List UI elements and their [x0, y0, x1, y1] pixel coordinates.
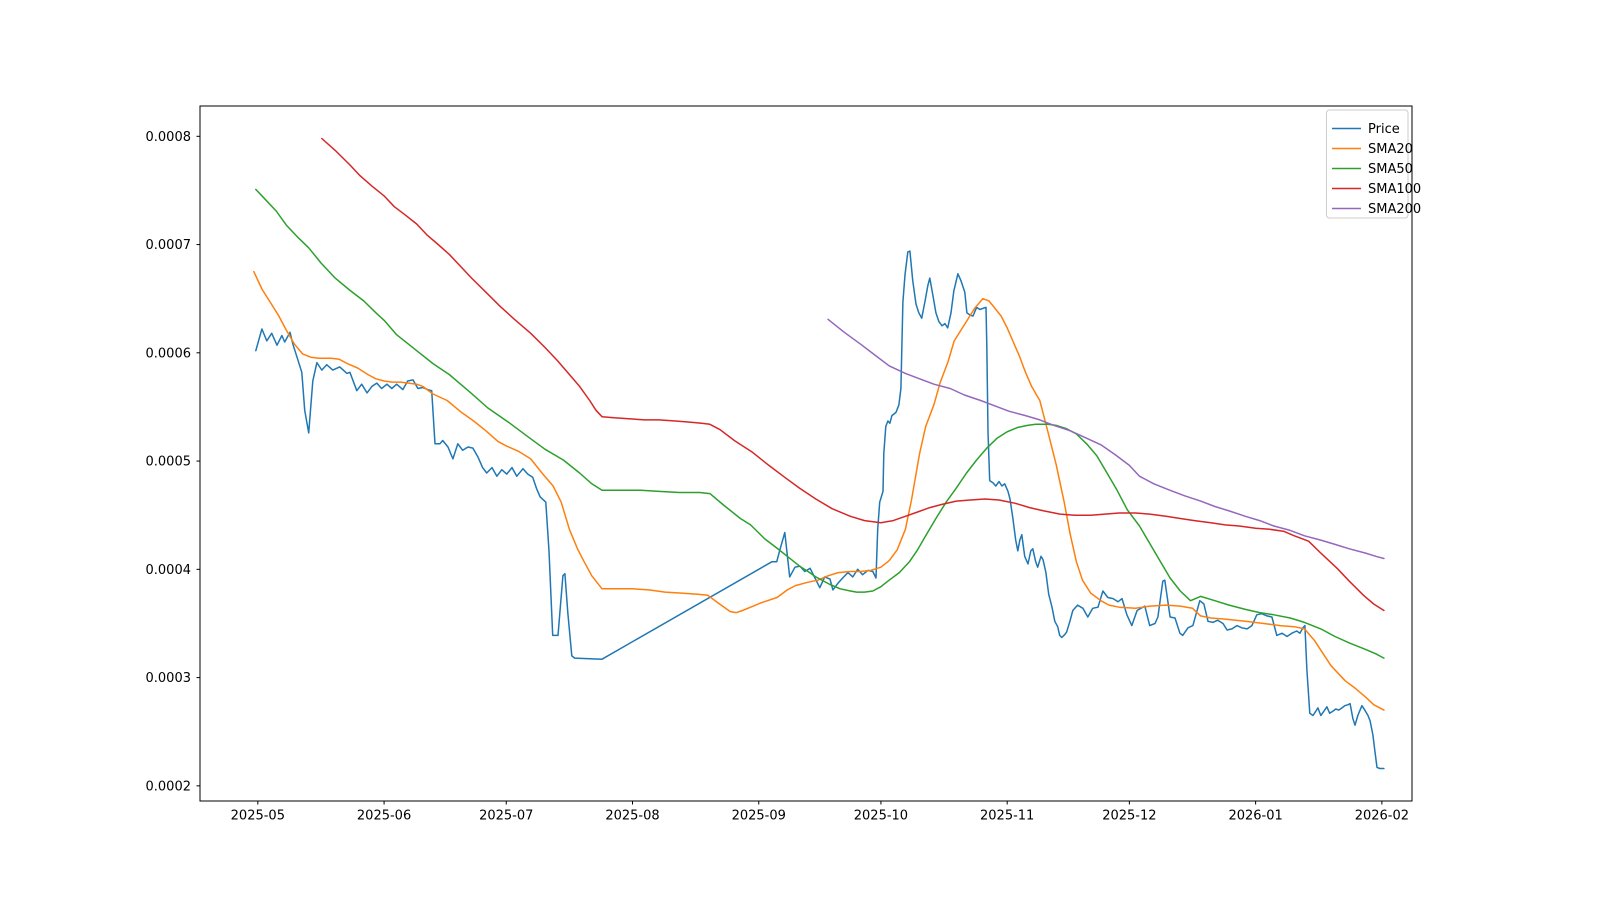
x-tick-label-2025-12: 2025-12 [1102, 809, 1156, 824]
legend: Price SMA20 SMA50 SMA100 SMA200 [1326, 109, 1421, 219]
y-tick-label-0.0003: 0.0003 [146, 671, 192, 686]
x-tick-label-2025-05: 2025-05 [231, 809, 285, 824]
legend-item-sma20: SMA20 [1332, 142, 1413, 157]
x-tick-label-2026-02: 2026-02 [1355, 809, 1409, 824]
legend-item-price: Price [1332, 122, 1400, 137]
y-tick-label-0.0005: 0.0005 [146, 455, 192, 470]
y-tick-label-0.0002: 0.0002 [146, 779, 192, 794]
x-axis: 2025-05 2025-06 2025-07 2025-08 2025-09 2025-… [231, 801, 1409, 824]
x-tick-label-2025-06: 2025-06 [357, 809, 411, 824]
y-tick-label-0.0006: 0.0006 [146, 346, 192, 361]
x-tick-label-2025-11: 2025-11 [980, 809, 1034, 824]
x-tick-label-2025-09: 2025-09 [732, 809, 786, 824]
series-line-sma200 [827, 318, 1385, 560]
x-tick-label-2025-08: 2025-08 [605, 809, 659, 824]
legend-label-sma50: SMA50 [1368, 162, 1413, 177]
legend-box [1326, 109, 1409, 219]
legend-label-sma100: SMA100 [1368, 182, 1421, 197]
legend-item-sma200: SMA200 [1332, 202, 1421, 217]
legend-label-sma20: SMA20 [1368, 142, 1413, 157]
y-tick-label-0.0007: 0.0007 [146, 238, 192, 253]
plot-border [199, 105, 1413, 802]
x-tick-label-2025-10: 2025-10 [854, 809, 908, 824]
series-line-price [255, 250, 1385, 770]
x-tick-label-2026-01: 2026-01 [1228, 809, 1282, 824]
series-line-sma100 [321, 137, 1385, 612]
legend-item-sma50: SMA50 [1332, 162, 1413, 177]
series-line-sma20 [253, 270, 1385, 711]
series-line-sma50 [255, 188, 1385, 659]
y-axis: 0.0002 0.0003 0.0004 0.0005 0.0006 0.0007 0.00… [146, 130, 200, 794]
x-tick-label-2025-07: 2025-07 [479, 809, 533, 824]
legend-item-sma100: SMA100 [1332, 182, 1421, 197]
legend-label-sma200: SMA200 [1368, 202, 1421, 217]
y-tick-label-0.0008: 0.0008 [146, 130, 192, 145]
y-tick-label-0.0004: 0.0004 [146, 563, 192, 578]
legend-label-price: Price [1368, 122, 1400, 137]
series-lines [253, 137, 1385, 770]
